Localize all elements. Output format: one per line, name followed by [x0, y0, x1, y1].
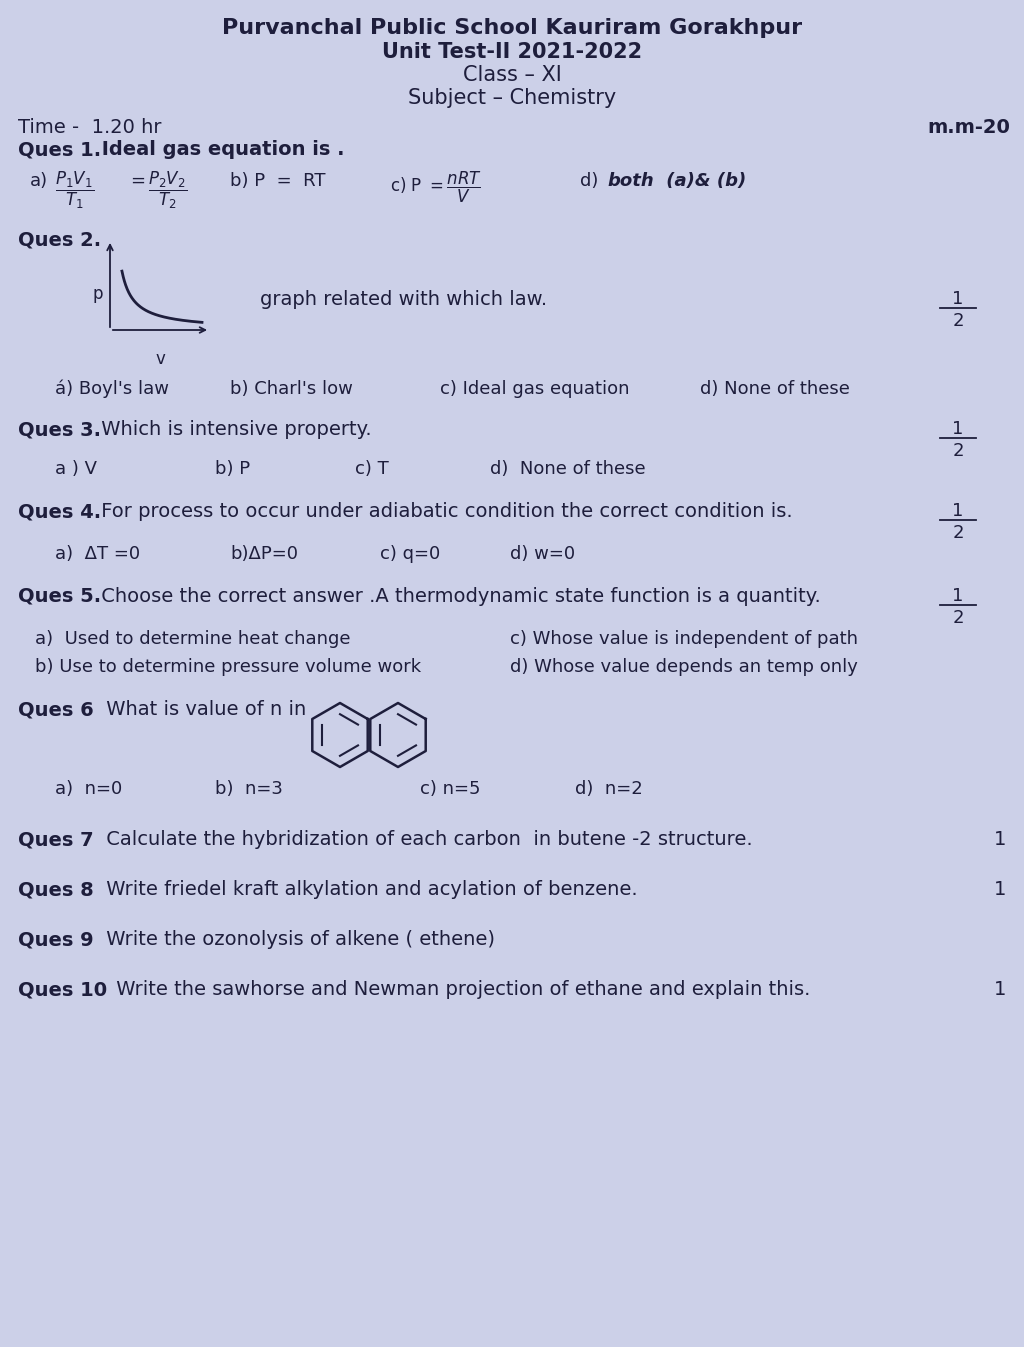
- Text: v: v: [155, 350, 165, 368]
- Text: c) Ideal gas equation: c) Ideal gas equation: [440, 380, 630, 397]
- Text: Ques 2.: Ques 2.: [18, 230, 101, 249]
- Text: What is value of n in: What is value of n in: [100, 700, 306, 719]
- Text: 2: 2: [952, 609, 964, 626]
- Text: =: =: [130, 172, 145, 190]
- Text: Ques 1.: Ques 1.: [18, 140, 101, 159]
- Text: c) P $=\dfrac{nRT}{V}$: c) P $=\dfrac{nRT}{V}$: [390, 170, 482, 205]
- Text: p: p: [92, 286, 102, 303]
- Text: 2: 2: [952, 442, 964, 459]
- Text: Write friedel kraft alkylation and acylation of benzene.: Write friedel kraft alkylation and acyla…: [100, 880, 638, 898]
- Text: 1: 1: [952, 502, 964, 520]
- Text: Choose the correct answer .A thermodynamic state function is a quantity.: Choose the correct answer .A thermodynam…: [95, 587, 821, 606]
- Text: 1: 1: [952, 420, 964, 438]
- Text: Ques 6: Ques 6: [18, 700, 94, 719]
- Text: d) None of these: d) None of these: [700, 380, 850, 397]
- Text: Purvanchal Public School Kauriram Gorakhpur: Purvanchal Public School Kauriram Gorakh…: [222, 18, 802, 38]
- Text: 1: 1: [993, 830, 1006, 849]
- Text: c) q=0: c) q=0: [380, 546, 440, 563]
- Text: 1: 1: [993, 981, 1006, 999]
- Text: $\dfrac{P_2V_2}{T_2}$: $\dfrac{P_2V_2}{T_2}$: [148, 170, 187, 211]
- Text: b) P  =  RT: b) P = RT: [230, 172, 326, 190]
- Text: Write the sawhorse and Newman projection of ethane and explain this.: Write the sawhorse and Newman projection…: [110, 981, 810, 999]
- Text: b)  n=3: b) n=3: [215, 780, 283, 797]
- Text: Ques 4.: Ques 4.: [18, 502, 101, 521]
- Text: both: both: [607, 172, 653, 190]
- Text: 1: 1: [952, 587, 964, 605]
- Text: a): a): [30, 172, 48, 190]
- Text: Class – XI: Class – XI: [463, 65, 561, 85]
- Text: Ques 7: Ques 7: [18, 830, 93, 849]
- Text: 2: 2: [952, 524, 964, 541]
- Text: a)  Used to determine heat change: a) Used to determine heat change: [35, 630, 350, 648]
- Text: 1: 1: [952, 290, 964, 308]
- Text: b)ΔP=0: b)ΔP=0: [230, 546, 298, 563]
- Text: Ques 5.: Ques 5.: [18, 587, 101, 606]
- Text: b) Charl's low: b) Charl's low: [230, 380, 353, 397]
- Text: a)  n=0: a) n=0: [55, 780, 122, 797]
- Text: Unit Test-II 2021-2022: Unit Test-II 2021-2022: [382, 42, 642, 62]
- Text: Ideal gas equation is .: Ideal gas equation is .: [95, 140, 344, 159]
- Text: a ) V: a ) V: [55, 459, 97, 478]
- Text: graph related with which law.: graph related with which law.: [260, 290, 547, 308]
- Text: d)  n=2: d) n=2: [575, 780, 643, 797]
- Text: Time -  1.20 hr: Time - 1.20 hr: [18, 119, 162, 137]
- Text: 2: 2: [952, 313, 964, 330]
- Text: For process to occur under adiabatic condition the correct condition is.: For process to occur under adiabatic con…: [95, 502, 793, 521]
- Text: c) n=5: c) n=5: [420, 780, 480, 797]
- Text: (a)& (b): (a)& (b): [660, 172, 746, 190]
- Text: b) Use to determine pressure volume work: b) Use to determine pressure volume work: [35, 657, 421, 676]
- Text: 1: 1: [993, 880, 1006, 898]
- Text: á) Boyl's law: á) Boyl's law: [55, 380, 169, 399]
- Text: d) Whose value depends an temp only: d) Whose value depends an temp only: [510, 657, 858, 676]
- Text: Ques 10: Ques 10: [18, 981, 108, 999]
- Text: d)  None of these: d) None of these: [490, 459, 645, 478]
- Text: m.m-20: m.m-20: [927, 119, 1010, 137]
- Text: Ques 3.: Ques 3.: [18, 420, 101, 439]
- Text: c) Whose value is independent of path: c) Whose value is independent of path: [510, 630, 858, 648]
- Text: Ques 9: Ques 9: [18, 929, 93, 950]
- Text: a)  ΔT =0: a) ΔT =0: [55, 546, 140, 563]
- Text: Write the ozonolysis of alkene ( ethene): Write the ozonolysis of alkene ( ethene): [100, 929, 495, 950]
- Text: Ques 8: Ques 8: [18, 880, 94, 898]
- Text: Calculate the hybridization of each carbon  in butene -2 structure.: Calculate the hybridization of each carb…: [100, 830, 753, 849]
- Text: d): d): [580, 172, 604, 190]
- Text: $\dfrac{P_1V_1}{T_1}$: $\dfrac{P_1V_1}{T_1}$: [55, 170, 94, 211]
- Text: Which is intensive property.: Which is intensive property.: [95, 420, 372, 439]
- Text: Subject – Chemistry: Subject – Chemistry: [408, 88, 616, 108]
- Text: b) P: b) P: [215, 459, 250, 478]
- Text: c) T: c) T: [355, 459, 389, 478]
- Text: d) w=0: d) w=0: [510, 546, 575, 563]
